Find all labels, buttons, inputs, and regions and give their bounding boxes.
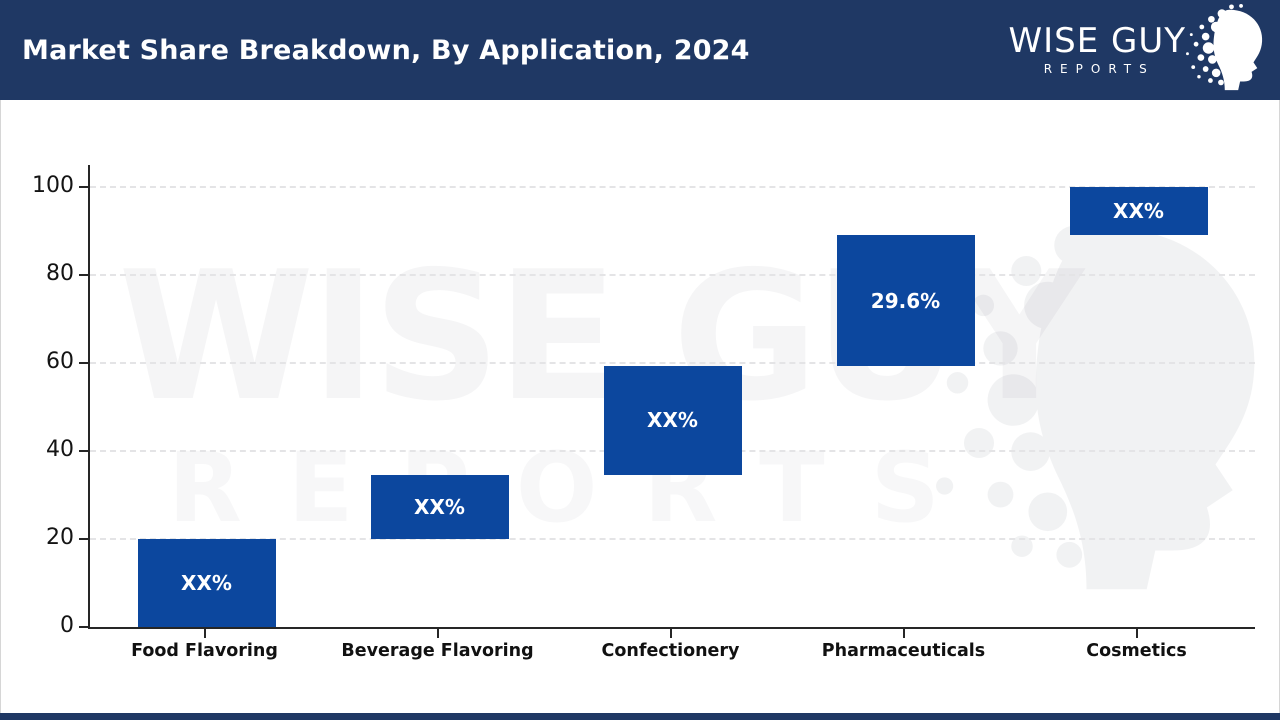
y-axis-tick-mark bbox=[79, 362, 88, 364]
bar-value-label: XX% bbox=[647, 408, 698, 433]
y-axis-tick-label: 60 bbox=[46, 349, 74, 374]
bar-confectionery: XX% bbox=[603, 365, 742, 476]
logo-wordmark: WISE GUY bbox=[1008, 21, 1186, 61]
y-axis-tick-label: 100 bbox=[32, 173, 74, 198]
x-axis-category-label: Beverage Flavoring bbox=[341, 641, 534, 661]
wise-guy-reports-logo: WISE GUY REPORTS bbox=[1008, 4, 1268, 96]
gridline-y60 bbox=[90, 362, 1255, 364]
x-axis-tick-mark bbox=[669, 629, 672, 638]
x-axis-tick-mark bbox=[902, 629, 905, 638]
bar-food-flavoring: XX% bbox=[137, 539, 276, 627]
y-axis-tick-mark bbox=[79, 186, 88, 188]
y-axis-tick-label: 40 bbox=[46, 437, 74, 462]
bar-pharmaceuticals: 29.6% bbox=[836, 235, 975, 366]
y-axis-tick-mark bbox=[79, 538, 88, 540]
header-bar: Market Share Breakdown, By Application, … bbox=[0, 0, 1280, 100]
bar-value-label: XX% bbox=[414, 495, 465, 520]
gridline-y80 bbox=[90, 274, 1255, 276]
footer-bar bbox=[0, 713, 1280, 720]
bar-value-label: 29.6% bbox=[870, 288, 941, 313]
x-axis-tick-mark bbox=[1135, 629, 1138, 638]
y-axis-tick-mark bbox=[79, 274, 88, 276]
watermark-face-icon bbox=[850, 190, 1280, 614]
y-axis-tick-label: 80 bbox=[46, 261, 74, 286]
logo-subtitle: REPORTS bbox=[1043, 62, 1155, 76]
x-axis-category-label: Confectionery bbox=[601, 641, 740, 661]
gridline-y100 bbox=[90, 186, 1255, 188]
y-axis-tick-label: 20 bbox=[46, 525, 74, 550]
bar-beverage-flavoring: XX% bbox=[370, 475, 509, 539]
bar-value-label: XX% bbox=[1113, 199, 1164, 224]
dotted-face-profile-icon bbox=[1172, 4, 1268, 96]
bar-value-label: XX% bbox=[181, 571, 232, 595]
logo-text: WISE GUY REPORTS bbox=[1008, 24, 1186, 76]
y-axis-tick-label: 0 bbox=[60, 613, 74, 638]
x-axis-category-label: Food Flavoring bbox=[131, 641, 278, 661]
y-axis-tick-mark bbox=[79, 626, 88, 628]
x-axis-category-label: Cosmetics bbox=[1086, 641, 1187, 661]
gridline-y20 bbox=[90, 538, 1255, 540]
bar-cosmetics: XX% bbox=[1069, 187, 1208, 236]
chart-plot-area: XX% XX% XX% 29.6% XX% bbox=[88, 165, 1255, 629]
y-axis-tick-mark bbox=[79, 450, 88, 452]
x-axis-category-label: Pharmaceuticals bbox=[821, 641, 986, 661]
page-title: Market Share Breakdown, By Application, … bbox=[22, 34, 750, 66]
x-axis-tick-mark bbox=[436, 629, 439, 638]
x-axis-tick-mark bbox=[203, 629, 206, 638]
